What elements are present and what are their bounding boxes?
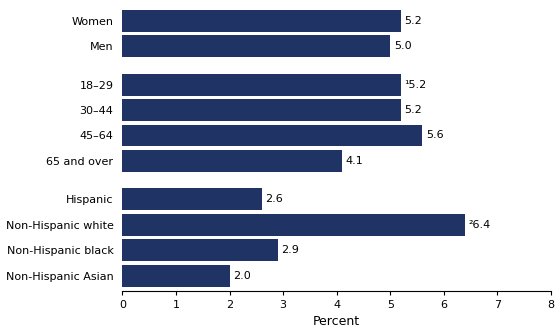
Text: 5.0: 5.0 <box>394 41 412 51</box>
Bar <box>123 265 230 287</box>
Text: 5.6: 5.6 <box>426 131 444 141</box>
Bar <box>123 125 422 146</box>
Bar <box>123 99 401 121</box>
Text: 2.9: 2.9 <box>282 245 300 255</box>
Text: 5.2: 5.2 <box>405 105 422 115</box>
Text: 2.0: 2.0 <box>234 271 251 281</box>
Bar <box>123 35 390 57</box>
Text: ¹5.2: ¹5.2 <box>405 80 427 90</box>
Bar <box>123 10 401 32</box>
Bar <box>123 188 262 210</box>
Bar <box>123 150 342 172</box>
Bar <box>123 239 278 261</box>
Bar <box>123 214 465 236</box>
Text: ²6.4: ²6.4 <box>469 220 491 230</box>
Bar <box>123 74 401 96</box>
X-axis label: Percent: Percent <box>313 315 360 328</box>
Text: 4.1: 4.1 <box>346 156 363 166</box>
Text: 2.6: 2.6 <box>265 194 283 204</box>
Text: 5.2: 5.2 <box>405 16 422 26</box>
